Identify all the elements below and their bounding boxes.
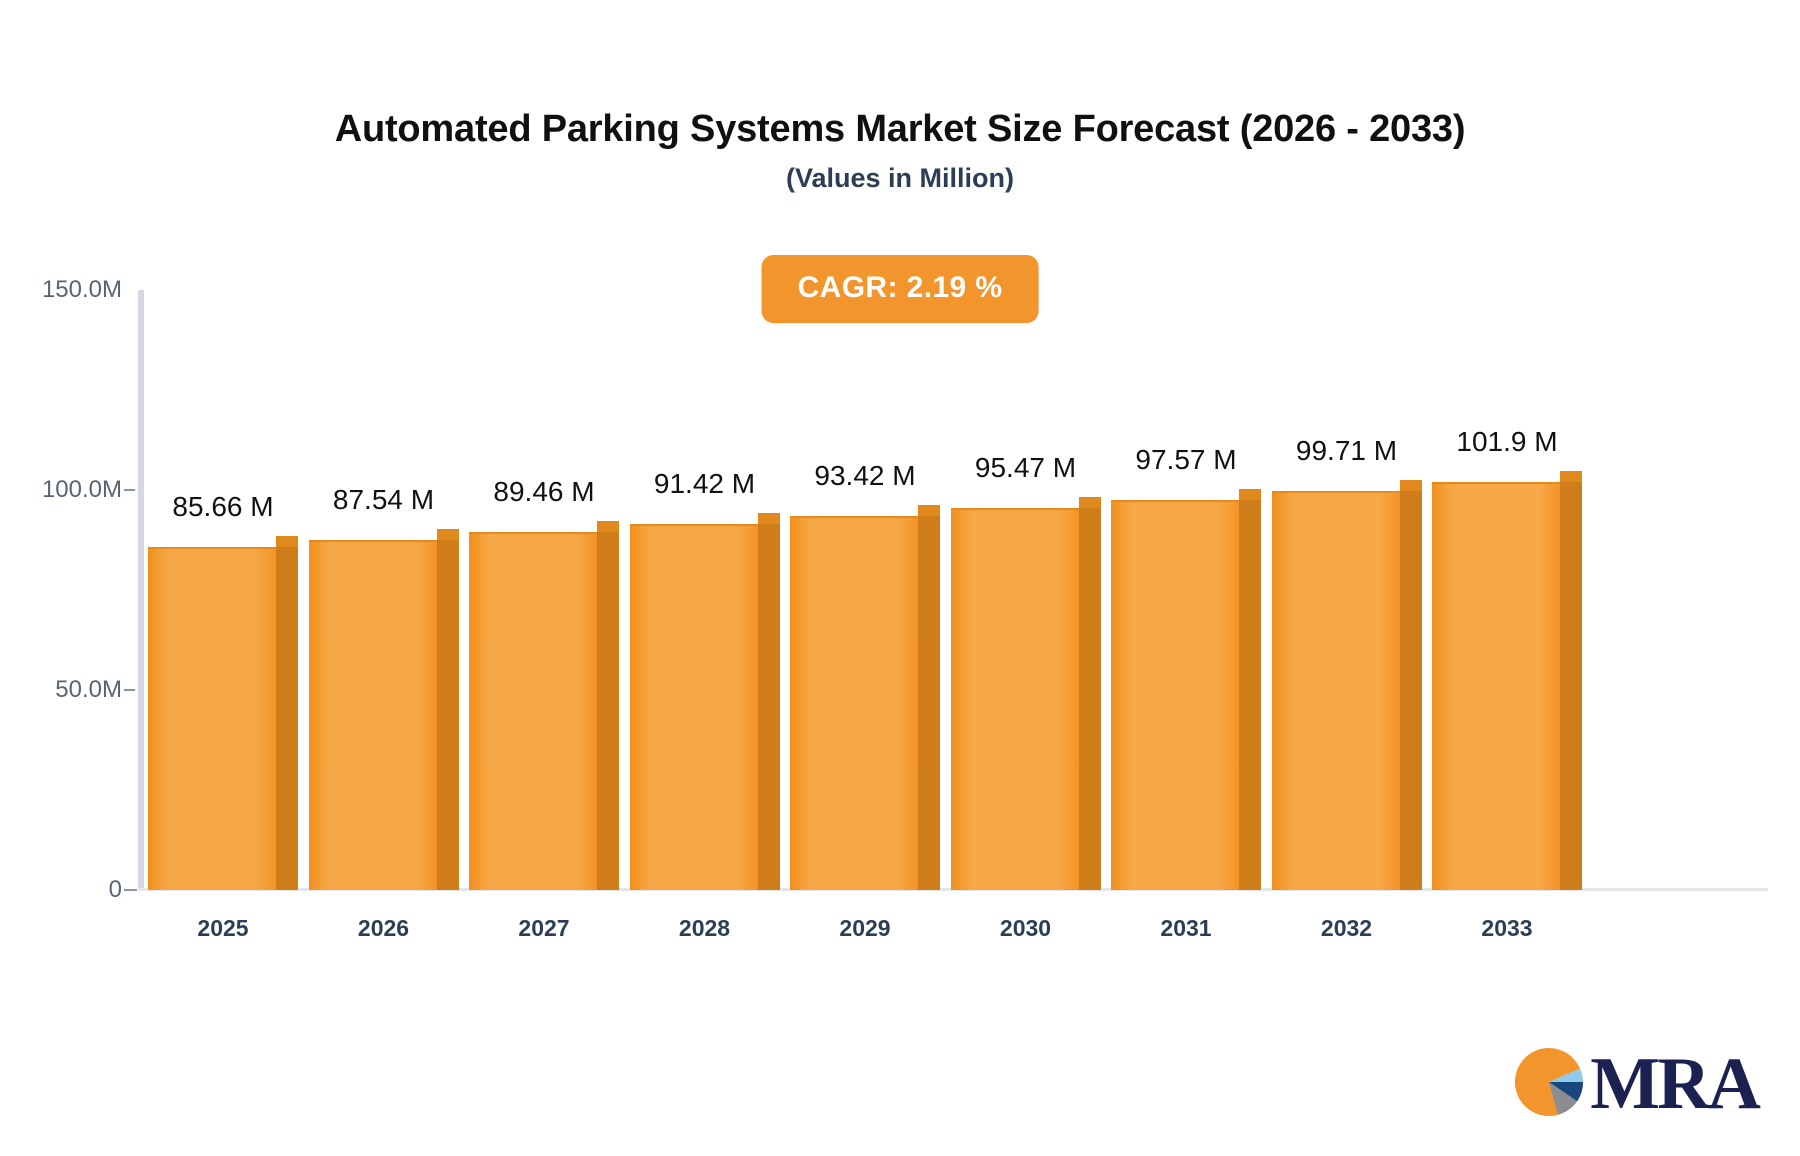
x-axis-tick-label: 2026 — [357, 915, 410, 941]
pie-chart-icon — [1512, 1045, 1586, 1124]
bar-value-label: 95.47 M — [974, 452, 1077, 484]
page-title: Automated Parking Systems Market Size Fo… — [334, 108, 1466, 150]
bar-front-face — [1271, 491, 1400, 890]
x-axis-tick-label: 2029 — [839, 915, 891, 941]
bar-front-face — [790, 516, 918, 890]
y-axis-tick-label: 50.0M — [55, 676, 122, 703]
bar-value-label: 87.54 M — [332, 483, 435, 515]
y-axis-tick — [124, 689, 135, 691]
y-axis-tick-label: 0 — [108, 876, 122, 903]
bar-top-face — [1399, 480, 1422, 492]
bar-front-face — [148, 547, 276, 890]
bar-side-face — [1399, 491, 1422, 890]
bar-front-face — [1432, 482, 1560, 890]
bar-value-label: 91.42 M — [653, 468, 756, 500]
x-axis-tick-label: 2032 — [1320, 915, 1373, 941]
bar-front-face — [1111, 499, 1239, 890]
bar-top-face — [757, 513, 780, 525]
x-axis-tick-label: 2033 — [1481, 915, 1533, 941]
bar-column[interactable] — [1271, 290, 1422, 890]
bar-side-face — [1560, 482, 1582, 890]
bar-side-face — [597, 532, 619, 890]
bar-side-face — [436, 539, 459, 890]
x-axis-tick-label: 2030 — [999, 915, 1052, 941]
y-axis-tick-label: 150.0M — [41, 276, 122, 303]
bar-side-face — [1078, 508, 1101, 890]
bar-side-face — [276, 547, 298, 890]
bar-column[interactable] — [1432, 290, 1582, 890]
bar-value-label: 99.71 M — [1295, 435, 1398, 467]
bar-column[interactable] — [148, 290, 298, 890]
bar-top-face — [918, 505, 940, 517]
bar-top-face — [276, 536, 298, 548]
bar-column[interactable] — [1111, 290, 1261, 890]
y-axis-line — [138, 290, 144, 890]
bar-top-face — [436, 528, 459, 540]
chart-subtitle: (Values in Million) — [785, 163, 1015, 193]
bar-value-label: 89.46 M — [493, 476, 595, 508]
bar-front-face — [629, 524, 758, 890]
logo-wordmark: MRA — [1590, 1043, 1761, 1126]
bar-top-face — [1239, 488, 1261, 500]
bar-value-label: 97.57 M — [1135, 443, 1237, 475]
bar-front-face — [308, 539, 437, 890]
bar-value-label: 101.9 M — [1456, 426, 1558, 458]
y-axis-tick — [124, 889, 137, 891]
mra-logo: MRA — [1512, 1043, 1761, 1126]
bar-top-face — [1078, 497, 1101, 509]
y-axis-tick — [124, 489, 135, 491]
bar-column[interactable] — [790, 290, 940, 890]
x-axis-tick-label: 2028 — [678, 915, 731, 941]
x-axis-tick-label: 2025 — [197, 915, 249, 941]
bar-column[interactable] — [308, 290, 459, 890]
cagr-badge: CAGR: 2.19 % — [761, 255, 1039, 323]
y-axis-labels: 150.0M 100.0M 50.0M 0 — [0, 0, 122, 1156]
bar-column[interactable] — [950, 290, 1101, 890]
bar-value-label: 93.42 M — [814, 460, 916, 492]
bar-column[interactable] — [629, 290, 780, 890]
bar-front-face — [469, 532, 597, 890]
x-axis-tick-label: 2027 — [518, 915, 570, 941]
bar-series — [138, 290, 1768, 890]
x-axis-tick-label: 2031 — [1160, 915, 1212, 941]
bar-side-face — [1239, 499, 1261, 890]
y-axis-tick-label: 100.0M — [41, 476, 122, 503]
bar-side-face — [918, 516, 940, 890]
bar-value-label: 85.66 M — [172, 491, 274, 523]
bar-front-face — [950, 508, 1079, 890]
bar-side-face — [757, 524, 780, 890]
bar-column[interactable] — [469, 290, 619, 890]
bar-top-face — [597, 521, 619, 533]
bar-top-face — [1560, 471, 1582, 483]
